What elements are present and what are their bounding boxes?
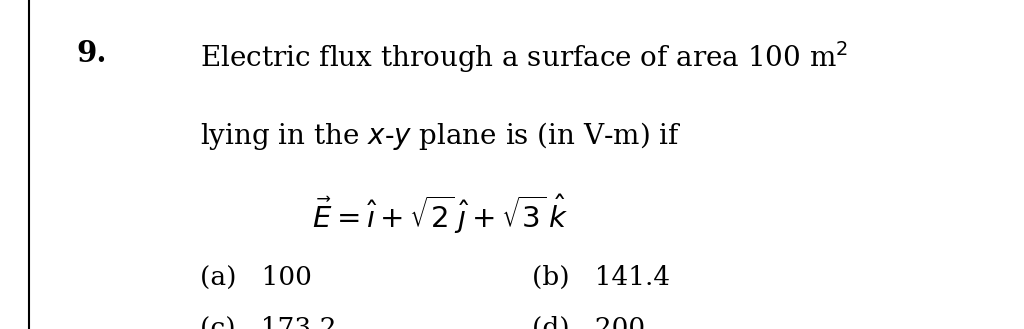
Text: 9.: 9. bbox=[77, 39, 108, 68]
Text: (b)   141.4: (b) 141.4 bbox=[532, 265, 671, 290]
Text: (a)   100: (a) 100 bbox=[200, 265, 311, 290]
Text: (d)   200: (d) 200 bbox=[532, 316, 645, 329]
Text: (c)   173.2: (c) 173.2 bbox=[200, 316, 336, 329]
Text: lying in the $x$-$y$ plane is (in V-m) if: lying in the $x$-$y$ plane is (in V-m) i… bbox=[200, 120, 681, 152]
Text: $\vec{E} = \hat{\imath} + \sqrt{2}\,\hat{\jmath} + \sqrt{3}\,\hat{k}$: $\vec{E} = \hat{\imath} + \sqrt{2}\,\hat… bbox=[312, 192, 569, 236]
Text: Electric flux through a surface of area 100 m$^2$: Electric flux through a surface of area … bbox=[200, 39, 848, 75]
